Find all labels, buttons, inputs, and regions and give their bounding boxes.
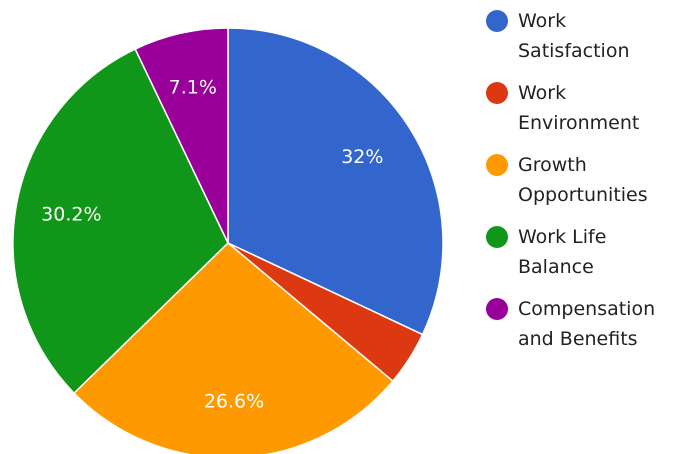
pie-slice xyxy=(12,48,229,395)
legend-swatch xyxy=(486,226,508,248)
legend-item: Compensation and Benefits xyxy=(486,294,668,354)
pie-slice xyxy=(73,241,394,454)
legend-item: Work Life Balance xyxy=(486,222,668,282)
legend-swatch xyxy=(486,10,508,32)
legend: Work Satisfaction Work Environment Growth … xyxy=(486,6,676,366)
pie-slice xyxy=(227,27,444,336)
pie-slice xyxy=(134,27,229,244)
legend-swatch xyxy=(486,154,508,176)
slice-label: 32% xyxy=(341,146,383,168)
legend-label: Work Life Balance xyxy=(518,226,607,278)
legend-swatch xyxy=(486,82,508,104)
legend-item: Work Satisfaction xyxy=(486,6,668,66)
legend-swatch xyxy=(486,298,508,320)
legend-item: Work Environment xyxy=(486,78,668,138)
slice-label: 30.2% xyxy=(41,204,101,226)
legend-label: Work Satisfaction xyxy=(518,10,630,62)
legend-label: Work Environment xyxy=(518,82,640,134)
slice-label: 26.6% xyxy=(204,390,264,412)
legend-label: Compensation and Benefits xyxy=(518,298,656,350)
slice-label: 7.1% xyxy=(169,76,217,98)
legend-item: Growth Opportunities xyxy=(486,150,668,210)
pie: 32% 26.6% 30.2% 7.1% xyxy=(12,27,444,454)
legend-label: Growth Opportunities xyxy=(518,154,648,206)
